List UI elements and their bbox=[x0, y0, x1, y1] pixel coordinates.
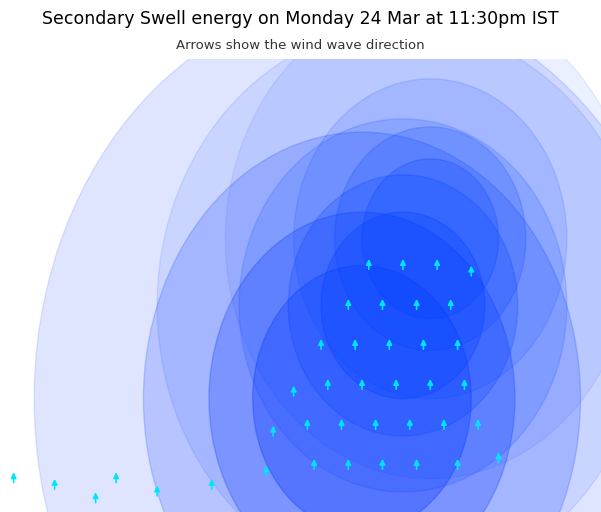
Ellipse shape bbox=[362, 159, 499, 319]
Ellipse shape bbox=[209, 212, 515, 512]
Ellipse shape bbox=[144, 132, 581, 512]
Text: Arrows show the wind wave direction: Arrows show the wind wave direction bbox=[176, 39, 425, 52]
Ellipse shape bbox=[225, 0, 601, 479]
Ellipse shape bbox=[294, 79, 567, 399]
Ellipse shape bbox=[157, 26, 601, 512]
Ellipse shape bbox=[321, 212, 485, 399]
Ellipse shape bbox=[288, 175, 517, 436]
Text: Secondary Swell energy on Monday 24 Mar at 11:30pm IST: Secondary Swell energy on Monday 24 Mar … bbox=[42, 10, 559, 28]
Ellipse shape bbox=[34, 0, 601, 512]
Ellipse shape bbox=[252, 265, 471, 512]
Ellipse shape bbox=[239, 119, 567, 492]
Ellipse shape bbox=[335, 127, 526, 351]
